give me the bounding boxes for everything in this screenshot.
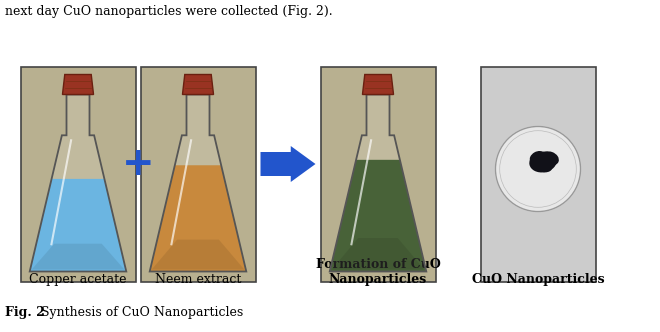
Text: Formation of CuO
Nanoparticles: Formation of CuO Nanoparticles — [315, 258, 440, 286]
Polygon shape — [30, 179, 126, 272]
Text: CuO Nanoparticles: CuO Nanoparticles — [472, 273, 605, 286]
Text: +: + — [121, 145, 154, 183]
Bar — [480, 66, 595, 282]
Circle shape — [496, 126, 581, 211]
Polygon shape — [152, 240, 244, 270]
Polygon shape — [332, 238, 424, 270]
Polygon shape — [182, 74, 214, 95]
Text: Copper acetate: Copper acetate — [29, 273, 127, 286]
Bar — [141, 66, 255, 282]
Polygon shape — [362, 74, 393, 95]
Ellipse shape — [534, 162, 545, 171]
Bar — [321, 66, 436, 282]
Polygon shape — [330, 95, 426, 272]
Polygon shape — [261, 146, 315, 182]
Ellipse shape — [530, 151, 544, 164]
Polygon shape — [150, 165, 246, 272]
Polygon shape — [32, 244, 124, 270]
Text: Neem extract: Neem extract — [155, 273, 241, 286]
Text: next day CuO nanoparticles were collected (Fig. 2).: next day CuO nanoparticles were collecte… — [5, 5, 333, 18]
Ellipse shape — [541, 151, 559, 166]
Ellipse shape — [529, 151, 556, 172]
Text: Fig. 2: Fig. 2 — [5, 306, 45, 319]
Polygon shape — [150, 95, 246, 272]
Text: Synthesis of CuO Nanoparticles: Synthesis of CuO Nanoparticles — [37, 306, 244, 319]
Polygon shape — [63, 74, 94, 95]
Polygon shape — [30, 95, 126, 272]
Ellipse shape — [539, 163, 552, 172]
Bar — [20, 66, 135, 282]
Polygon shape — [330, 160, 426, 272]
